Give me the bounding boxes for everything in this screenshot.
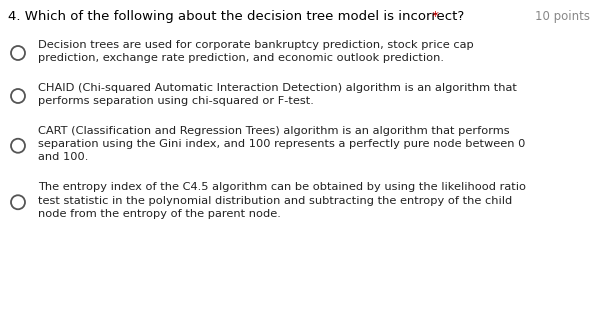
Text: Decision trees are used for corporate bankruptcy prediction, stock price cap
pre: Decision trees are used for corporate ba… — [38, 40, 474, 63]
Text: 10 points: 10 points — [535, 10, 590, 23]
Text: The entropy index of the C4.5 algorithm can be obtained by using the likelihood : The entropy index of the C4.5 algorithm … — [38, 183, 526, 219]
Text: 4. Which of the following about the decision tree model is incorrect?: 4. Which of the following about the deci… — [8, 10, 464, 23]
Text: CART (Classification and Regression Trees) algorithm is an algorithm that perfor: CART (Classification and Regression Tree… — [38, 126, 525, 162]
Text: CHAID (Chi-squared Automatic Interaction Detection) algorithm is an algorithm th: CHAID (Chi-squared Automatic Interaction… — [38, 83, 517, 106]
Text: *: * — [428, 10, 439, 23]
